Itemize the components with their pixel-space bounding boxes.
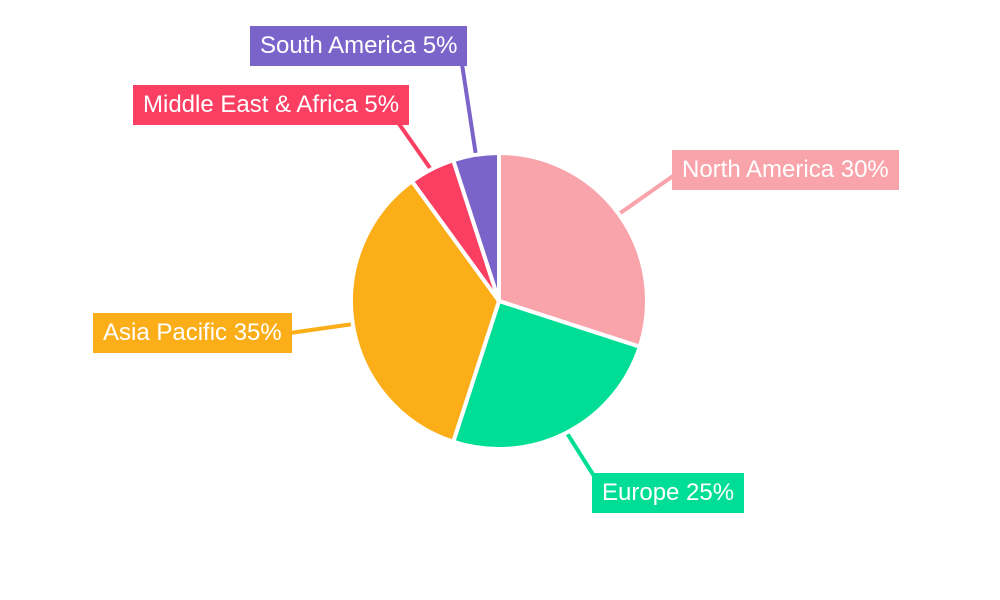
pie-slice-asia-pacific (349, 179, 501, 444)
label-south-america: South America 5% (250, 26, 468, 66)
leader-line-europe (561, 426, 596, 478)
label-asia-pacific: Asia Pacific 35% (93, 313, 292, 353)
label-north-america: North America 30% (672, 150, 899, 190)
leader-line-north-america (612, 174, 675, 220)
pie-slice-north-america (497, 151, 649, 349)
label-europe: Europe 25% (592, 473, 745, 513)
pie-slice-south-america (451, 151, 501, 303)
leader-line-south-america (460, 63, 479, 162)
leader-line-asia-pacific (289, 321, 360, 335)
label-middle-east-africa: Middle East & Africa 5% (133, 85, 410, 125)
leader-line-middle-east-africa (395, 119, 437, 176)
pie-slice-europe (451, 299, 642, 451)
